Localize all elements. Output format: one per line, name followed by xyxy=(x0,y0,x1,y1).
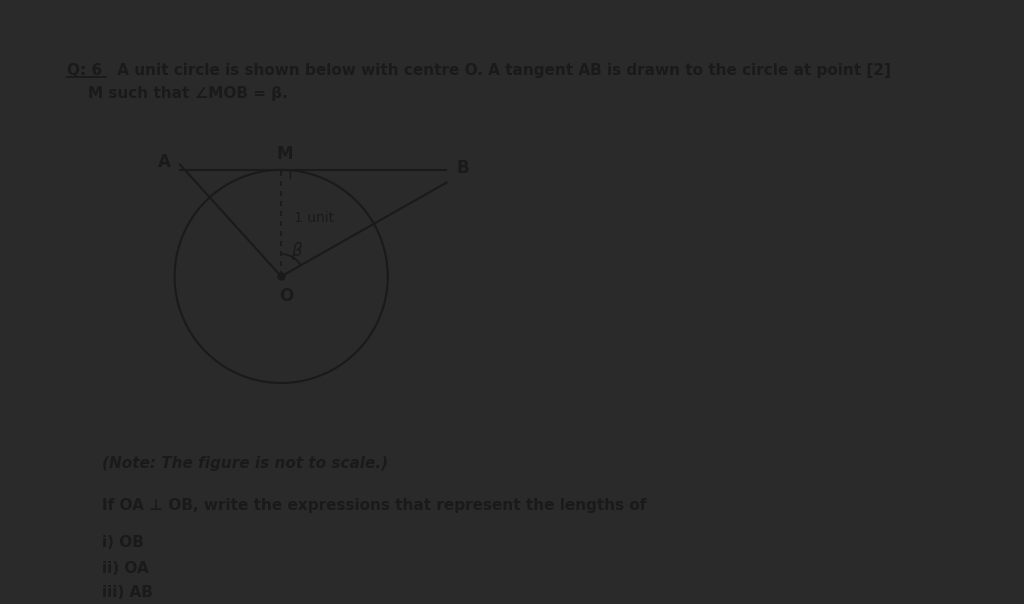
Text: M: M xyxy=(276,145,293,163)
Text: Q: 6: Q: 6 xyxy=(67,63,101,79)
Text: If OA ⊥ OB, write the expressions that represent the lengths of: If OA ⊥ OB, write the expressions that r… xyxy=(102,498,647,513)
Text: β: β xyxy=(291,242,301,260)
Text: M such that ∠MOB = β.: M such that ∠MOB = β. xyxy=(67,86,288,101)
Text: A unit circle is shown below with centre O. A tangent AB is drawn to the circle : A unit circle is shown below with centre… xyxy=(112,63,891,79)
Text: A: A xyxy=(158,153,170,172)
Text: iii) AB: iii) AB xyxy=(102,585,154,600)
Text: 1 unit: 1 unit xyxy=(294,211,334,225)
Text: B: B xyxy=(456,159,469,177)
Text: i) OB: i) OB xyxy=(102,535,144,550)
Text: (Note: The figure is not to scale.): (Note: The figure is not to scale.) xyxy=(102,456,388,471)
Text: ii) OA: ii) OA xyxy=(102,561,150,576)
Text: O: O xyxy=(280,287,294,304)
